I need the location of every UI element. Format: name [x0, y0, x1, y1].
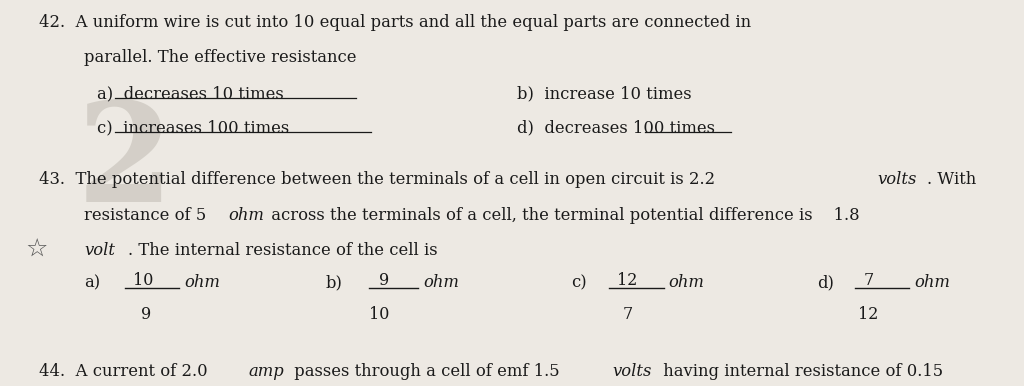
Text: 10: 10	[133, 272, 154, 289]
Text: volt: volt	[84, 242, 115, 259]
Text: b): b)	[326, 274, 342, 291]
Text: passes through a cell of emf 1.5: passes through a cell of emf 1.5	[289, 363, 564, 380]
Text: ohm: ohm	[669, 274, 705, 291]
Text: 2: 2	[77, 96, 173, 230]
Text: 42.  A uniform wire is cut into 10 equal parts and all the equal parts are conne: 42. A uniform wire is cut into 10 equal …	[39, 14, 751, 30]
Text: ohm: ohm	[228, 207, 264, 223]
Text: a): a)	[84, 274, 100, 291]
Text: 44.  A current of 2.0: 44. A current of 2.0	[39, 363, 213, 380]
Text: . The internal resistance of the cell is: . The internal resistance of the cell is	[128, 242, 437, 259]
Text: 12: 12	[617, 272, 638, 289]
Text: ohm: ohm	[184, 274, 220, 291]
Text: c): c)	[571, 274, 587, 291]
Text: 43.  The potential difference between the terminals of a cell in open circuit is: 43. The potential difference between the…	[39, 171, 720, 188]
Text: 9: 9	[379, 272, 389, 289]
Text: 12: 12	[858, 306, 879, 323]
Text: 9: 9	[141, 306, 152, 323]
Text: amp: amp	[249, 363, 285, 380]
Text: 10: 10	[369, 306, 389, 323]
Text: d)  decreases 100 times: d) decreases 100 times	[517, 120, 715, 137]
Text: across the terminals of a cell, the terminal potential difference is    1.8: across the terminals of a cell, the term…	[266, 207, 860, 223]
Text: ☆: ☆	[26, 237, 48, 261]
Text: volts: volts	[878, 171, 916, 188]
Text: ohm: ohm	[914, 274, 950, 291]
Text: parallel. The effective resistance: parallel. The effective resistance	[84, 49, 356, 66]
Text: resistance of 5: resistance of 5	[84, 207, 212, 223]
Text: d): d)	[817, 274, 834, 291]
Text: volts: volts	[612, 363, 651, 380]
Text: having internal resistance of 0.15: having internal resistance of 0.15	[658, 363, 943, 380]
Text: b)  increase 10 times: b) increase 10 times	[517, 86, 692, 103]
Text: . With: . With	[927, 171, 976, 188]
Text: a)  decreases 10 times: a) decreases 10 times	[97, 86, 284, 103]
Text: c)  increases 100 times: c) increases 100 times	[97, 120, 290, 137]
Text: 7: 7	[863, 272, 873, 289]
Text: 7: 7	[623, 306, 633, 323]
Text: ohm: ohm	[423, 274, 459, 291]
